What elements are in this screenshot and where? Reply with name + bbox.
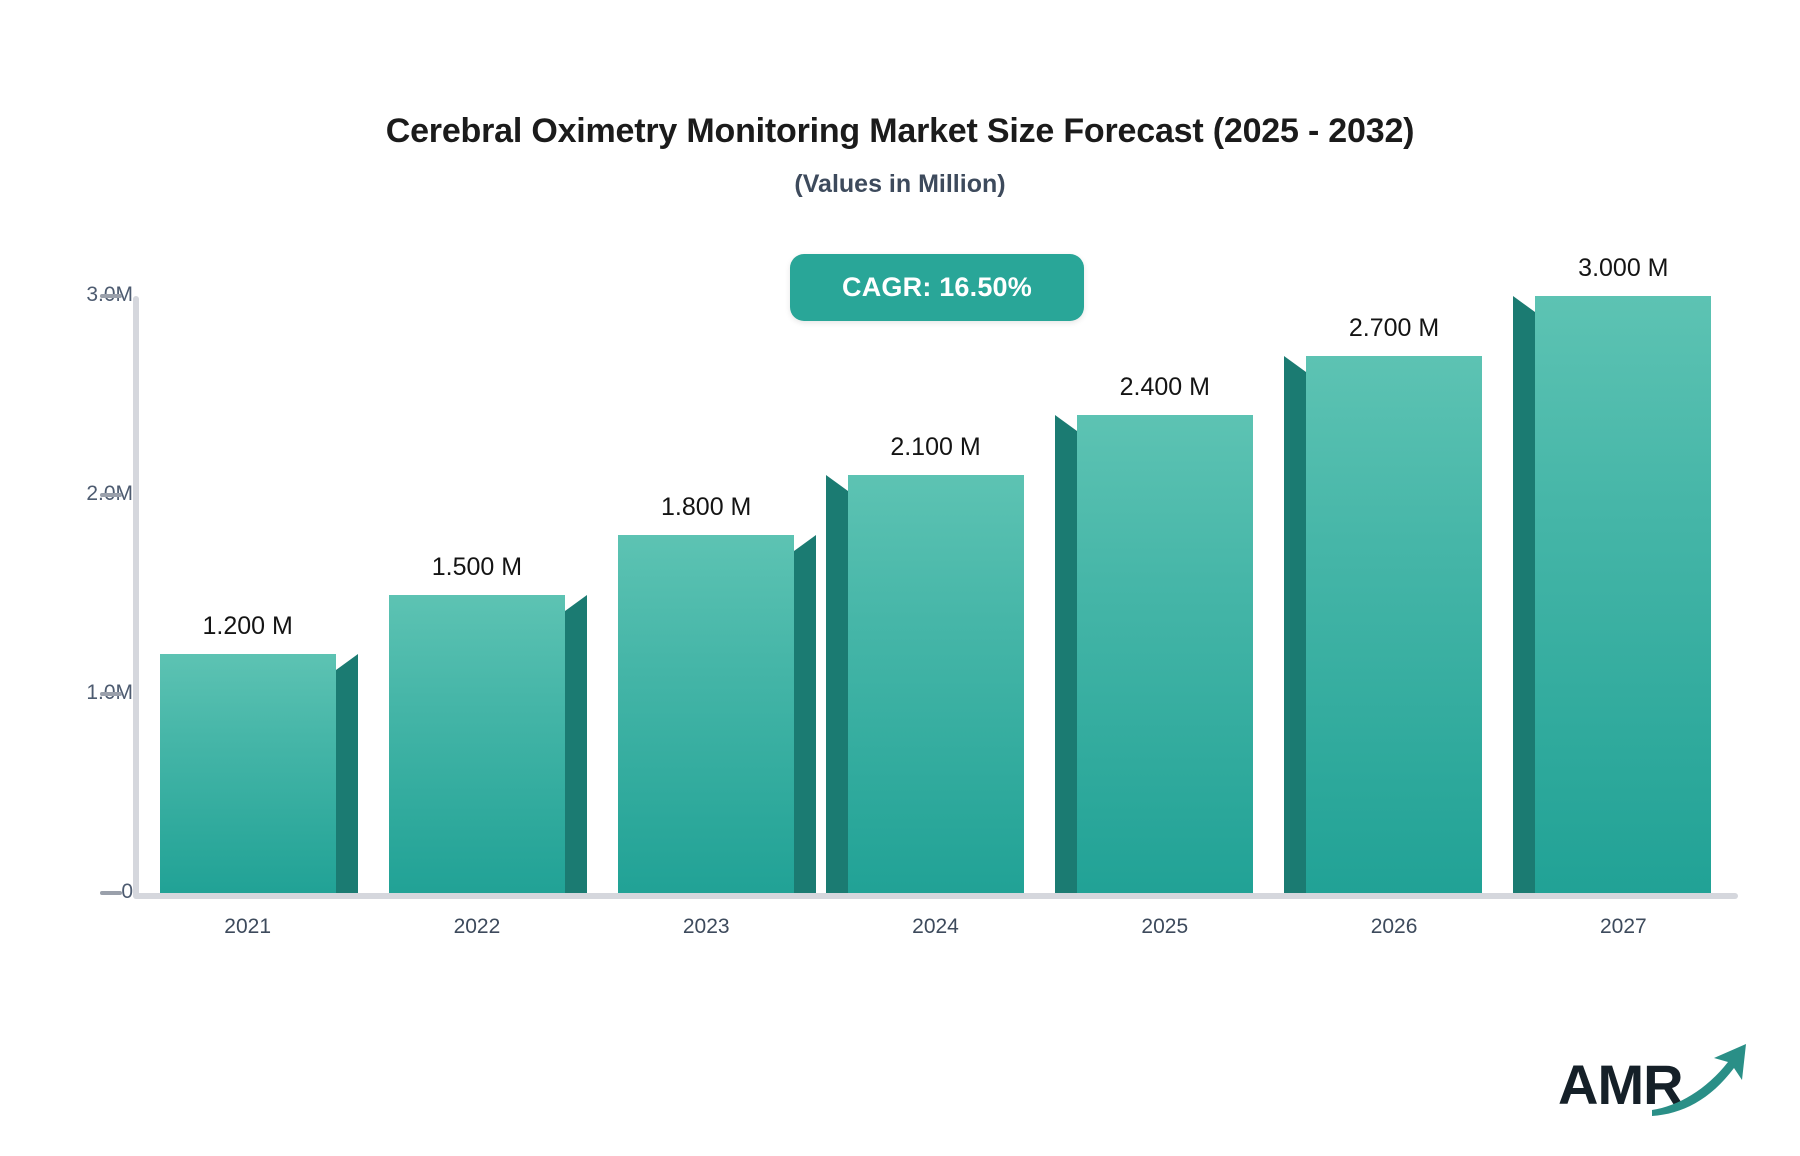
bar[interactable] — [388, 594, 587, 893]
bar-front-face — [618, 534, 795, 893]
chart-title: Cerebral Oximetry Monitoring Market Size… — [385, 112, 1415, 150]
bar-side-face — [335, 670, 358, 893]
bar-value-label: 2.700 M — [1348, 313, 1440, 342]
y-tick-label: 0 — [121, 880, 133, 903]
bar-value-label: 2.100 M — [890, 433, 981, 462]
x-axis-label: 2025 — [1141, 915, 1189, 938]
x-axis-label: 2023 — [682, 915, 730, 938]
bar-side-face — [825, 491, 848, 893]
bar-front-face — [1306, 355, 1483, 893]
bar-side-face — [564, 610, 587, 893]
x-axis-label: 2022 — [453, 915, 501, 938]
x-axis-line — [133, 893, 1738, 899]
bar-side-face — [1054, 431, 1077, 893]
y-axis-line — [133, 296, 139, 898]
x-axis-label: 2026 — [1370, 915, 1418, 938]
bar-top-bevel — [794, 534, 817, 551]
bar-front-face — [159, 654, 336, 893]
bar[interactable] — [618, 534, 817, 893]
bar-value-label: 1.800 M — [661, 492, 752, 521]
bar-value-label: 1.500 M — [431, 552, 523, 581]
bar[interactable] — [159, 654, 358, 893]
bar-top-bevel — [1284, 355, 1307, 372]
bar-front-face — [847, 475, 1024, 893]
bar-top-bevel — [564, 594, 587, 611]
bar[interactable] — [1513, 296, 1712, 893]
y-tick-mark — [100, 493, 122, 497]
bar-front-face — [1535, 296, 1712, 893]
bar-value-label: 2.400 M — [1119, 373, 1210, 402]
bar[interactable] — [1054, 415, 1253, 893]
bar-front-face — [388, 594, 565, 893]
bar[interactable] — [825, 475, 1024, 893]
x-axis-label: 2027 — [1599, 915, 1647, 938]
bar-top-bevel — [1513, 296, 1536, 312]
y-tick-mark — [100, 294, 122, 298]
chart-subtitle: (Values in Million) — [794, 170, 1006, 198]
bar-front-face — [1076, 415, 1253, 893]
y-tick-mark — [100, 891, 122, 895]
x-axis-label: 2024 — [912, 915, 959, 938]
bar-side-face — [1513, 312, 1536, 893]
bar-top-bevel — [1054, 415, 1077, 432]
cagr-badge: CAGR: 16.50% — [790, 254, 1084, 321]
amr-logo-text: AMR — [1558, 1053, 1684, 1116]
y-tick-mark — [100, 692, 122, 696]
bar-side-face — [1284, 371, 1307, 893]
bar-side-face — [794, 550, 817, 893]
cagr-badge-label: CAGR: 16.50% — [842, 272, 1032, 302]
bar-value-label: 3.000 M — [1578, 254, 1669, 282]
bar[interactable] — [1284, 355, 1483, 893]
growth-arrow-icon — [1652, 1044, 1746, 1116]
amr-logo: AMR — [1558, 1036, 1754, 1122]
bar-top-bevel — [335, 654, 358, 671]
x-axis-label: 2021 — [224, 915, 271, 938]
bar-top-bevel — [825, 475, 848, 492]
bar-value-label: 1.200 M — [202, 612, 293, 641]
